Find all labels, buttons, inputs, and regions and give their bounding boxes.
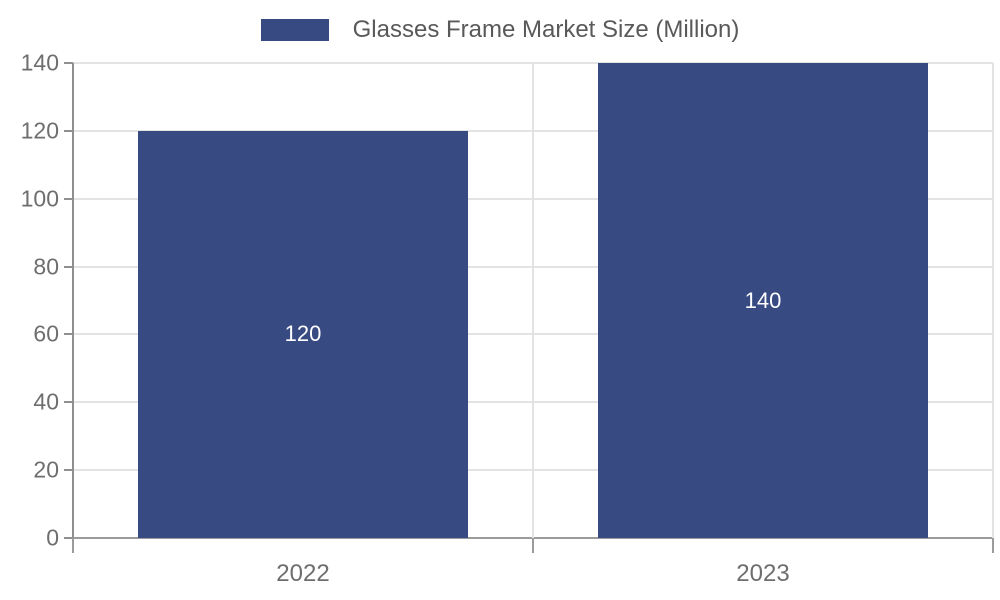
y-tick-label-120: 120 (20, 117, 59, 144)
x-tick-1 (532, 538, 534, 553)
y-tick-140 (64, 62, 73, 64)
v-gridline-1 (532, 63, 534, 538)
bar-value-label-2023: 140 (744, 287, 782, 313)
y-tick-label-40: 40 (33, 388, 59, 415)
legend-swatch (260, 19, 329, 41)
y-tick-label-60: 60 (33, 320, 59, 347)
chart-legend[interactable]: Glasses Frame Market Size (Million) (0, 16, 1000, 44)
v-gridline-2 (992, 63, 994, 538)
y-tick-100 (64, 197, 73, 200)
y-tick-label-0: 0 (46, 524, 59, 551)
x-tick-0 (72, 538, 74, 553)
y-tick-label-20: 20 (33, 456, 59, 483)
y-tick-label-100: 100 (20, 185, 59, 212)
y-tick-60 (64, 333, 73, 336)
y-tick-80 (64, 265, 73, 268)
y-tick-label-80: 80 (33, 253, 59, 280)
x-axis-label-2022: 2022 (276, 560, 330, 587)
legend-label: Glasses Frame Market Size (Million) (352, 16, 740, 43)
bar-2023 (598, 63, 928, 538)
x-tick-2 (992, 538, 994, 553)
y-tick-120 (64, 129, 73, 132)
y-tick-0 (64, 537, 73, 539)
y-tick-40 (64, 401, 73, 404)
v-gridline-0 (72, 63, 74, 538)
y-tick-label-140: 140 (20, 49, 59, 76)
bar-value-label-2022: 120 (284, 321, 322, 347)
y-tick-20 (64, 469, 73, 472)
x-axis-label-2023: 2023 (736, 560, 790, 587)
bar-2022 (138, 130, 468, 538)
